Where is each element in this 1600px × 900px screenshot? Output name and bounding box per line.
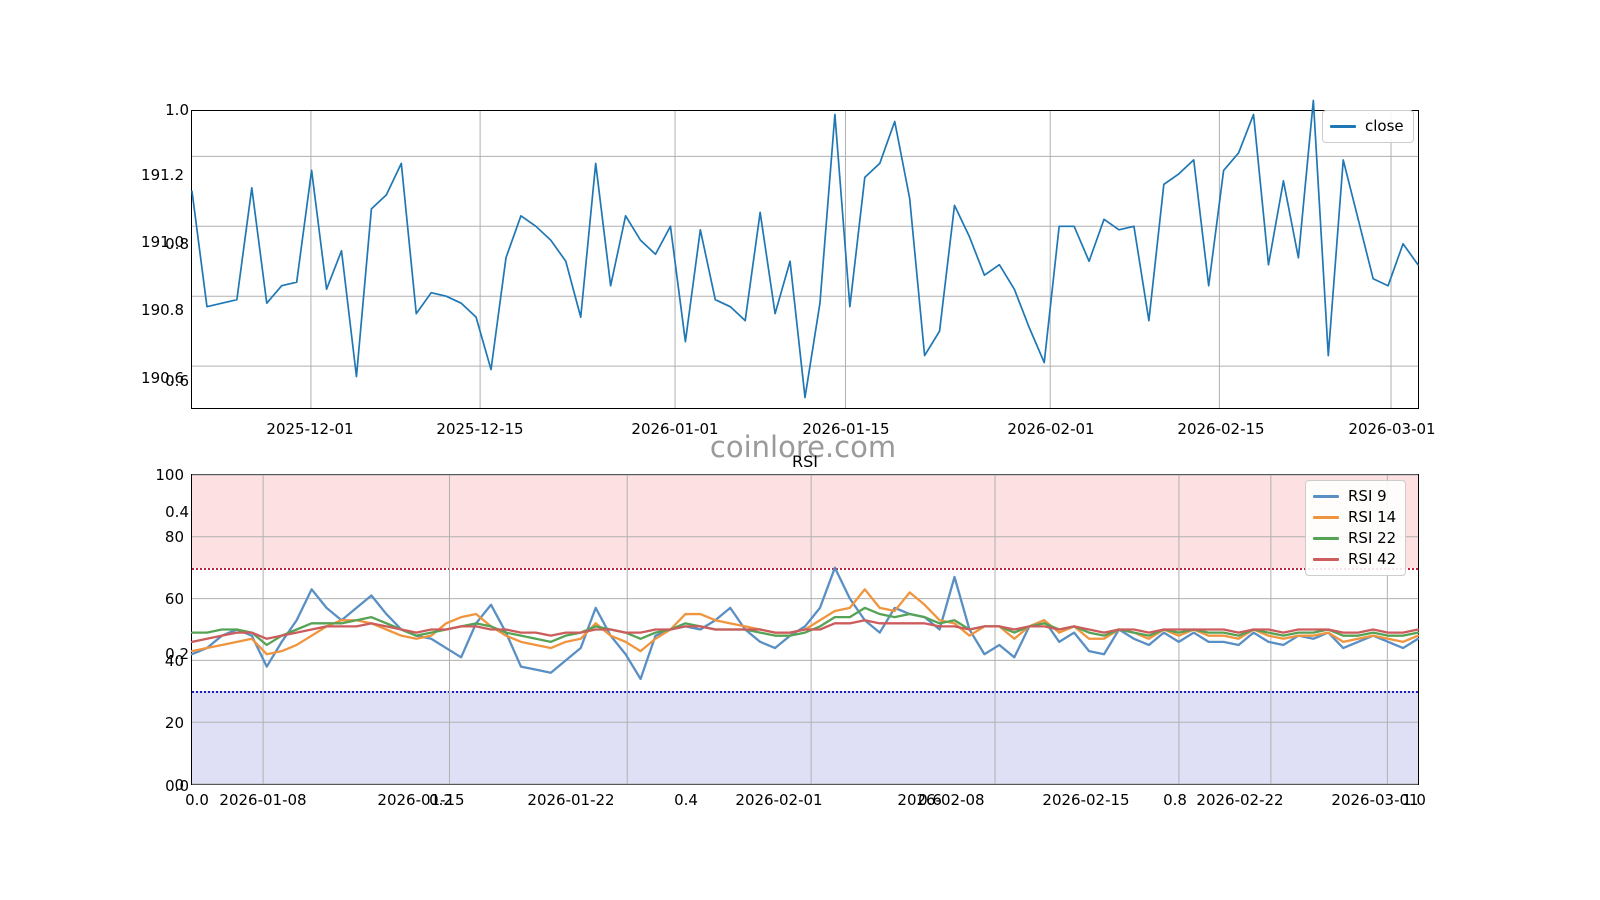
legend-swatch-rsi-22: [1313, 537, 1339, 540]
price-ytick-secondary-1: 0.8: [165, 235, 189, 253]
coinlore-watermark: coinlore.com: [709, 430, 897, 464]
rsi-ytick-secondary-2: 0.0: [165, 777, 189, 795]
price-xtick-0: 2025-12-01: [266, 420, 354, 438]
rsi-xtick-secondary-2: 0.4: [674, 791, 698, 809]
legend-item-rsi-9[interactable]: RSI 9: [1313, 486, 1396, 507]
legend-item-close[interactable]: close: [1330, 116, 1404, 137]
rsi-xtick-4: 2026-02-08: [897, 791, 985, 809]
overbought-band: [192, 475, 1418, 568]
overbought-threshold-line: [192, 567, 1418, 570]
price-xtick-3: 2026-01-15: [802, 420, 890, 438]
rsi-ytick-secondary-0: 0.4: [165, 503, 189, 521]
price-xtick-1: 2025-12-15: [436, 420, 524, 438]
price-ytick-3: 190.6: [141, 369, 184, 387]
rsi-xtick-secondary-0: 0.0: [185, 791, 209, 809]
price-ytick-secondary-2: 0.6: [165, 372, 189, 390]
legend-swatch-close: [1330, 125, 1356, 128]
oversold-band: [192, 691, 1418, 784]
rsi-xtick-2: 2026-01-22: [527, 791, 615, 809]
rsi-xtick-6: 2026-02-22: [1196, 791, 1284, 809]
rsi-ytick-2: 60: [164, 590, 184, 608]
rsi-xtick-7: 2026-03-01: [1331, 791, 1419, 809]
legend-item-rsi-22[interactable]: RSI 22: [1313, 528, 1396, 549]
legend-label-rsi-42: RSI 42: [1348, 550, 1397, 568]
legend-label-rsi-14: RSI 14: [1348, 508, 1397, 526]
price-xtick-2: 2026-01-01: [631, 420, 719, 438]
oversold-threshold-line: [192, 691, 1418, 694]
price-ytick-secondary-0: 1.0: [165, 101, 189, 119]
rsi-xtick-3: 2026-02-01: [735, 791, 823, 809]
legend-item-rsi-42[interactable]: RSI 42: [1313, 549, 1396, 570]
price-chart-legend[interactable]: close: [1322, 110, 1414, 143]
rsi-chart-legend[interactable]: RSI 9 RSI 14 RSI 22 RSI 42: [1305, 480, 1407, 576]
rsi-chart-plot-area: [190, 474, 1420, 785]
legend-item-rsi-14[interactable]: RSI 14: [1313, 507, 1396, 528]
rsi-ytick-4: 20: [164, 714, 184, 732]
rsi-xtick-1: 2026-01-15: [377, 791, 465, 809]
rsi-xtick-5: 2026-02-15: [1042, 791, 1130, 809]
price-line-series: [191, 99, 1419, 408]
price-chart-plot-area: [191, 99, 1419, 409]
price-xtick-5: 2026-02-15: [1177, 420, 1265, 438]
price-ytick-1: 191.0: [141, 233, 184, 251]
legend-swatch-rsi-14: [1313, 516, 1339, 519]
rsi-ytick-5: 0: [174, 776, 184, 794]
rsi-xtick-0: 2026-01-08: [219, 791, 307, 809]
legend-label-close: close: [1365, 117, 1404, 135]
legend-swatch-rsi-42: [1313, 558, 1339, 561]
rsi-chart-title: RSI: [792, 452, 818, 471]
rsi-xtick-secondary-5: 1.0: [1402, 791, 1426, 809]
rsi-xtick-secondary-4: 0.8: [1163, 791, 1187, 809]
rsi-line-series: [190, 474, 1420, 785]
legend-label-rsi-9: RSI 9: [1348, 487, 1387, 505]
rsi-ytick-0: 100: [155, 466, 184, 484]
legend-label-rsi-22: RSI 22: [1348, 529, 1397, 547]
rsi-xtick-secondary-3: 0.6: [918, 791, 942, 809]
legend-swatch-rsi-9: [1313, 495, 1339, 498]
price-ytick-0: 191.2: [141, 166, 184, 184]
rsi-ytick-1: 80: [164, 528, 184, 546]
rsi-xtick-secondary-1: 0.2: [429, 791, 453, 809]
price-xtick-4: 2026-02-01: [1007, 420, 1095, 438]
price-ytick-2: 190.8: [141, 301, 184, 319]
price-xtick-6: 2026-03-01: [1348, 420, 1436, 438]
rsi-ytick-secondary-1: 0.2: [165, 645, 189, 663]
rsi-ytick-3: 40: [164, 652, 184, 670]
